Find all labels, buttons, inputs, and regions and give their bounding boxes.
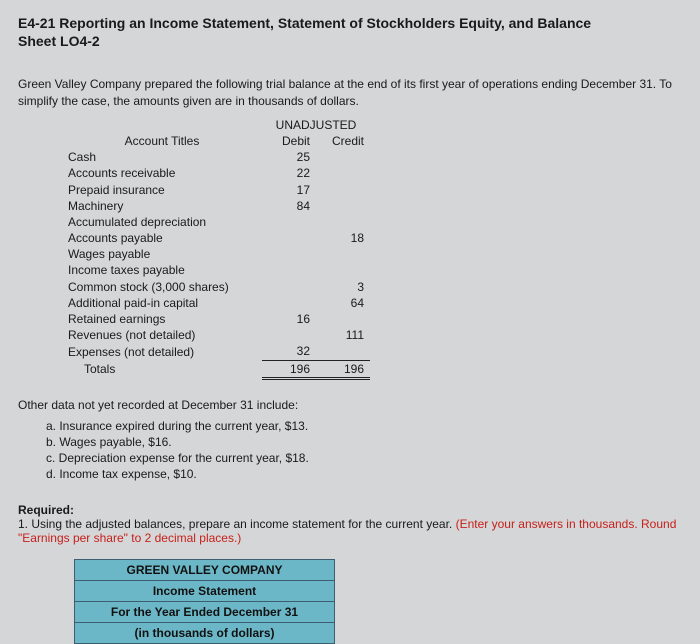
answer-form: GREEN VALLEY COMPANY Income Statement Fo… (74, 559, 682, 644)
table-row: Cash25 (62, 149, 370, 165)
table-row: Income taxes payable (62, 262, 370, 278)
exercise-title: E4-21 Reporting an Income Statement, Sta… (18, 14, 682, 50)
list-item: a. Insurance expired during the current … (46, 418, 682, 434)
list-item: c. Depreciation expense for the current … (46, 450, 682, 466)
required-heading: Required: 1. Using the adjusted balances… (18, 503, 682, 545)
list-item: d. Income tax expense, $10. (46, 466, 682, 482)
table-row: Prepaid insurance17 (62, 182, 370, 198)
form-title[interactable]: Income Statement (75, 580, 335, 601)
form-units[interactable]: (in thousands of dollars) (75, 622, 335, 643)
other-data-heading: Other data not yet recorded at December … (18, 398, 682, 412)
table-row: Machinery84 (62, 198, 370, 214)
table-row: Common stock (3,000 shares)3 (62, 279, 370, 295)
trial-balance-table-wrap: UNADJUSTED Account Titles Debit Credit C… (62, 117, 682, 380)
title-line1: E4-21 Reporting an Income Statement, Sta… (18, 15, 591, 31)
col-account-titles: Account Titles (62, 133, 262, 149)
table-row: Expenses (not detailed)32 (62, 343, 370, 360)
title-line2: Sheet LO4-2 (18, 33, 100, 49)
table-row: Additional paid-in capital64 (62, 295, 370, 311)
table-row: Accumulated depreciation (62, 214, 370, 230)
form-period[interactable]: For the Year Ended December 31 (75, 601, 335, 622)
income-statement-form[interactable]: GREEN VALLEY COMPANY Income Statement Fo… (74, 559, 335, 644)
trial-balance-table: UNADJUSTED Account Titles Debit Credit C… (62, 117, 370, 380)
table-row: Wages payable (62, 246, 370, 262)
required-text: 1. Using the adjusted balances, prepare … (18, 517, 456, 531)
col-debit: Debit (262, 133, 316, 149)
list-item: b. Wages payable, $16. (46, 434, 682, 450)
table-row: Revenues (not detailed)111 (62, 327, 370, 343)
table-row: Accounts payable18 (62, 230, 370, 246)
unadjusted-header: UNADJUSTED (262, 117, 370, 133)
totals-label: Totals (62, 360, 262, 378)
totals-debit: 196 (262, 360, 316, 378)
table-row: Retained earnings16 (62, 311, 370, 327)
required-label: Required: (18, 503, 74, 517)
table-row: Accounts receivable22 (62, 165, 370, 181)
intro-text: Green Valley Company prepared the follow… (18, 76, 682, 108)
table-totals-row: Totals 196 196 (62, 360, 370, 378)
totals-credit: 196 (316, 360, 370, 378)
form-company[interactable]: GREEN VALLEY COMPANY (75, 559, 335, 580)
col-credit: Credit (316, 133, 370, 149)
other-data-list: a. Insurance expired during the current … (46, 418, 682, 483)
